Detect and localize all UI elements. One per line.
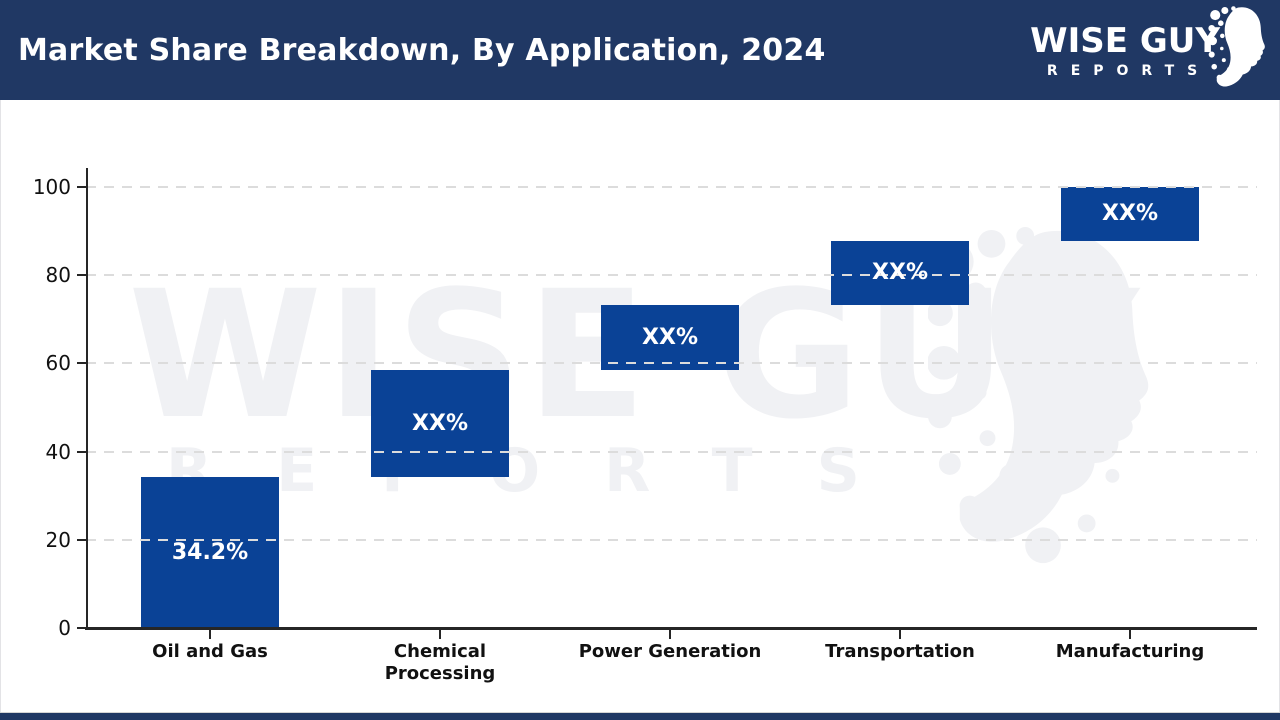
x-axis-line (85, 627, 1257, 630)
bar-value-label: XX% (872, 259, 928, 285)
brand-logo: WISE GUY REPORTS (1030, 6, 1270, 94)
footer-strip (0, 712, 1280, 720)
brand-wordmark: WISE GUY REPORTS (1030, 24, 1220, 79)
y-tick-label: 20 (45, 527, 71, 552)
y-tick-mark (77, 450, 86, 453)
y-tick-mark (77, 627, 86, 629)
y-tick-mark (77, 362, 86, 365)
bar-power-generation (601, 305, 739, 370)
gridline-60 (86, 362, 1257, 365)
gridline-100 (86, 186, 1257, 188)
y-tick-label: 80 (45, 263, 71, 288)
bar-value-label: XX% (1102, 200, 1158, 226)
x-tick-mark (899, 630, 901, 639)
y-tick-label: 100 (32, 175, 71, 199)
x-tick-mark (439, 630, 441, 639)
page-title: Market Share Breakdown, By Application, … (18, 32, 826, 68)
bar-value-label: XX% (412, 410, 468, 436)
y-tick-mark (77, 186, 86, 188)
bar-value-label: XX% (642, 324, 698, 350)
x-category-label: Oil and Gas (152, 641, 268, 662)
y-tick-mark (77, 538, 86, 541)
brand-subtext: REPORTS (1046, 62, 1211, 79)
x-tick-mark (209, 630, 211, 639)
gridline-40 (86, 450, 1257, 453)
bar-value-label: 34.2% (171, 539, 249, 565)
x-category-label: Manufacturing (1055, 641, 1205, 662)
brand-name: WISE GUY (1030, 20, 1220, 61)
x-category-label: Transportation (825, 641, 975, 662)
y-tick-label: 0 (58, 616, 71, 640)
y-axis-line (86, 168, 88, 630)
x-tick-mark (669, 630, 671, 639)
bar-chemical-processing (371, 370, 509, 478)
y-tick-label: 40 (45, 439, 71, 464)
wiseguy-head-icon (1208, 6, 1265, 87)
header: Market Share Breakdown, By Application, … (0, 0, 1280, 100)
x-category-label: Chemical Processing (384, 641, 496, 684)
bar-oil-and-gas (141, 477, 279, 628)
y-tick-mark (77, 274, 86, 277)
gridline-20 (86, 538, 1257, 541)
gridline-80 (86, 274, 1257, 277)
x-tick-mark (1129, 630, 1131, 639)
y-tick-label: 60 (45, 351, 71, 376)
x-category-label: Power Generation (578, 641, 762, 662)
